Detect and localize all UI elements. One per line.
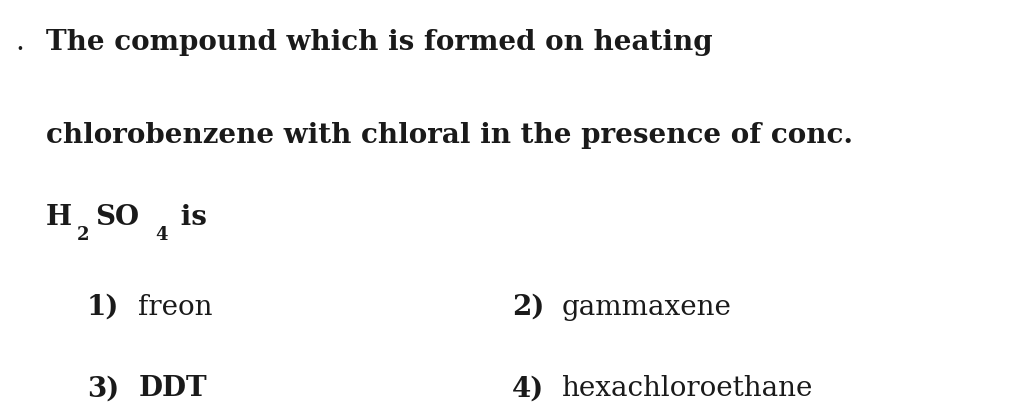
Text: H: H (46, 204, 73, 231)
Text: The compound which is formed on heating: The compound which is formed on heating (46, 29, 713, 55)
Text: 2): 2) (512, 294, 545, 321)
Text: 4): 4) (512, 375, 544, 402)
Text: freon: freon (138, 294, 213, 321)
Text: .: . (15, 29, 25, 55)
Text: 4: 4 (156, 226, 168, 244)
Text: 1): 1) (87, 294, 120, 321)
Text: DDT: DDT (138, 375, 207, 402)
Text: 3): 3) (87, 375, 119, 402)
Text: SO: SO (95, 204, 139, 231)
Text: chlorobenzene with chloral in the presence of conc.: chlorobenzene with chloral in the presen… (46, 122, 853, 149)
Text: 2: 2 (77, 226, 89, 244)
Text: is: is (171, 204, 207, 231)
Text: hexachloroethane: hexachloroethane (561, 375, 812, 402)
Text: gammaxene: gammaxene (561, 294, 731, 321)
